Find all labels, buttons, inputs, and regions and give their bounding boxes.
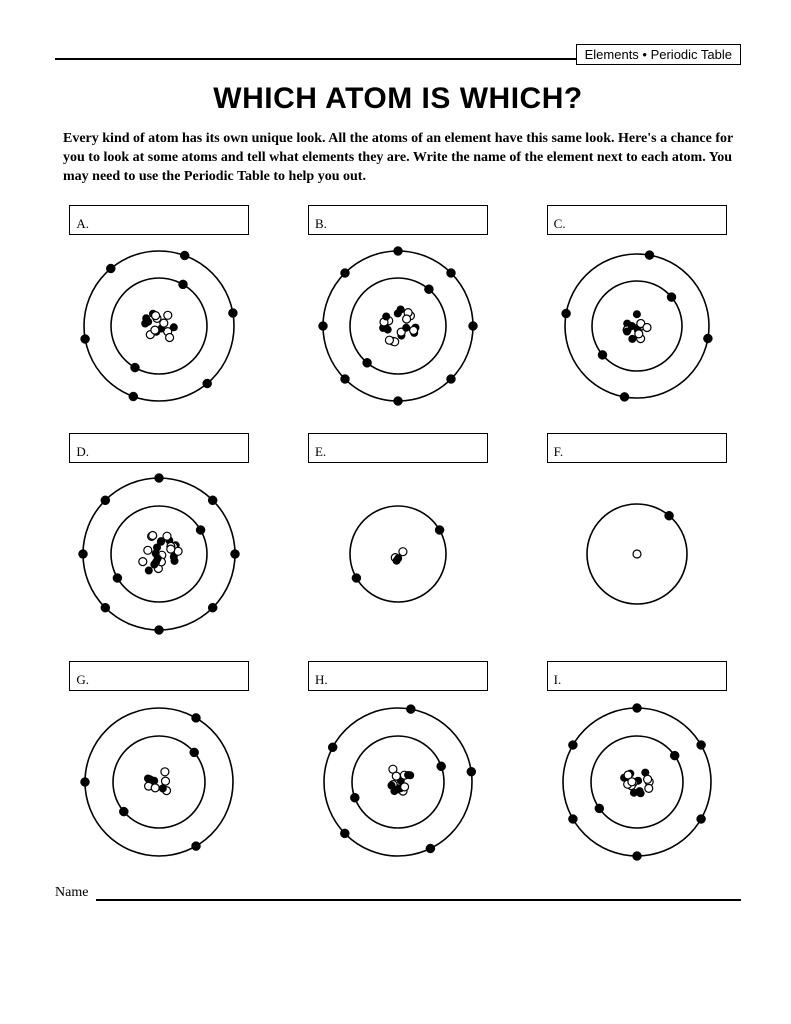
atom-diagram	[552, 469, 722, 639]
atom-diagram	[313, 241, 483, 411]
header-tag: Elements • Periodic Table	[576, 44, 741, 65]
atom-diagram	[552, 697, 722, 867]
atom-diagram	[552, 241, 722, 411]
name-row: Name	[55, 885, 741, 901]
answer-box[interactable]: G.	[69, 661, 249, 691]
atom-cell: F.	[532, 433, 741, 639]
atom-cell: E.	[294, 433, 503, 639]
page-title: WHICH ATOM IS WHICH?	[55, 82, 741, 116]
atom-diagram	[74, 241, 244, 411]
atom-diagram	[313, 469, 483, 639]
atom-cell: G.	[55, 661, 264, 867]
answer-box[interactable]: A.	[69, 205, 249, 235]
atom-grid: A. B. C. D. E. F. G. H. I.	[55, 205, 741, 867]
atom-cell: C.	[532, 205, 741, 411]
name-label: Name	[55, 885, 88, 901]
atom-cell: A.	[55, 205, 264, 411]
name-input-line[interactable]	[96, 887, 741, 901]
atom-cell: H.	[294, 661, 503, 867]
answer-box[interactable]: B.	[308, 205, 488, 235]
atom-cell: B.	[294, 205, 503, 411]
atom-diagram	[74, 697, 244, 867]
answer-box[interactable]: D.	[69, 433, 249, 463]
answer-box[interactable]: F.	[547, 433, 727, 463]
atom-diagram	[313, 697, 483, 867]
answer-box[interactable]: E.	[308, 433, 488, 463]
answer-box[interactable]: H.	[308, 661, 488, 691]
atom-cell: I.	[532, 661, 741, 867]
answer-box[interactable]: I.	[547, 661, 727, 691]
atom-cell: D.	[55, 433, 264, 639]
header-rule: Elements • Periodic Table	[55, 58, 741, 60]
answer-box[interactable]: C.	[547, 205, 727, 235]
atom-diagram	[74, 469, 244, 639]
intro-text: Every kind of atom has its own unique lo…	[63, 130, 733, 187]
